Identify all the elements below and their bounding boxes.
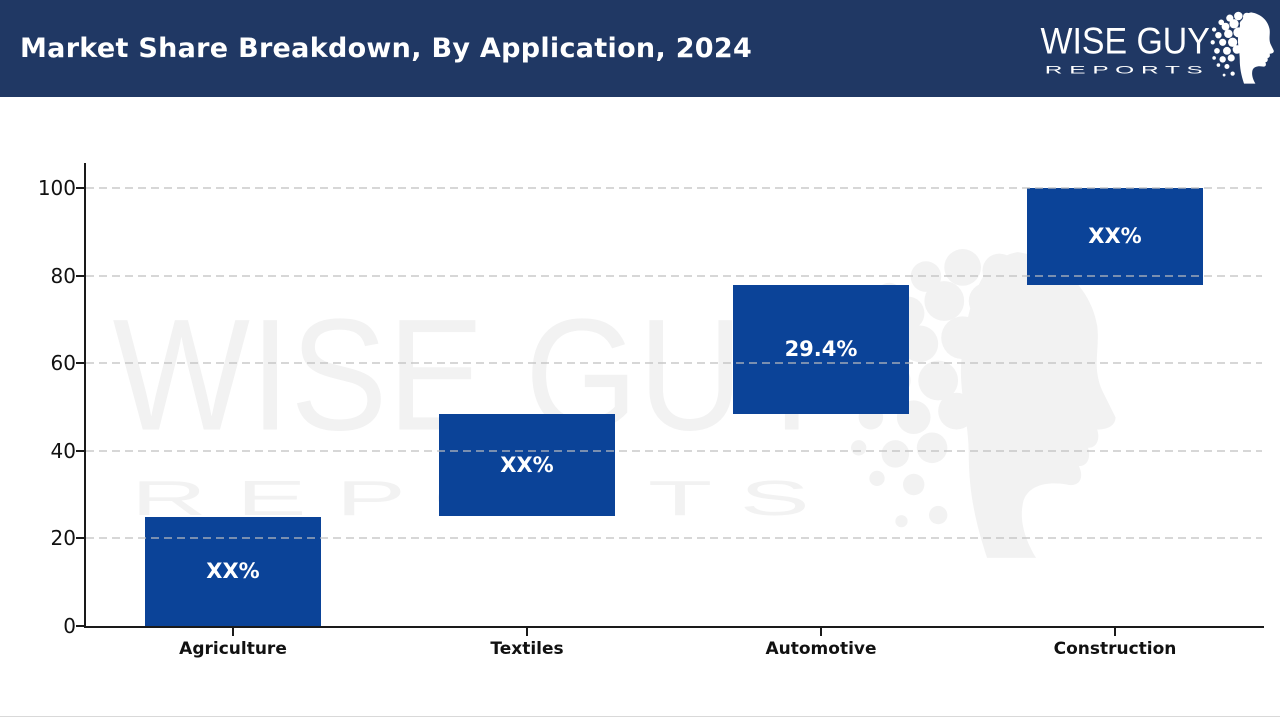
gridline-40: [86, 449, 1262, 452]
y-tick-label-60: 60: [50, 351, 76, 376]
x-tick-mark-agriculture: [232, 628, 234, 636]
category-label-construction: Construction: [1053, 639, 1177, 659]
x-axis-line: [84, 626, 1264, 628]
gridline-80: [86, 274, 1262, 277]
x-tick-mark-construction: [1114, 628, 1116, 636]
bottom-divider: [0, 716, 1280, 717]
y-tick-mark-40: [76, 449, 84, 452]
bar-value-label-construction: XX%: [1088, 224, 1142, 249]
y-tick-label-20: 20: [50, 526, 76, 551]
bar-construction: XX%: [1027, 188, 1203, 285]
x-tick-mark-automotive: [820, 628, 822, 636]
y-tick-mark-60: [76, 362, 84, 365]
bar-textiles: XX%: [439, 413, 615, 517]
bar-value-label-automotive: 29.4%: [784, 337, 858, 362]
chart-title: Market Share Breakdown, By Application, …: [20, 33, 753, 64]
y-tick-mark-80: [76, 274, 84, 277]
y-tick-mark-100: [76, 187, 84, 189]
y-tick-label-40: 40: [50, 438, 76, 463]
bar-agriculture: XX%: [145, 516, 321, 626]
y-tick-label-80: 80: [50, 263, 76, 288]
y-tick-mark-0: [76, 625, 84, 627]
gridline-20: [86, 537, 1262, 540]
y-tick-mark-20: [76, 537, 84, 540]
x-tick-mark-textiles: [526, 628, 528, 636]
bar-value-label-textiles: XX%: [500, 453, 554, 478]
bar-automotive: 29.4%: [733, 284, 909, 414]
gridline-60: [86, 362, 1262, 365]
category-label-textiles: Textiles: [490, 639, 564, 659]
category-label-automotive: Automotive: [765, 639, 877, 659]
header-bar: Market Share Breakdown, By Application, …: [0, 0, 1280, 97]
y-axis-line: [84, 163, 86, 628]
category-label-agriculture: Agriculture: [179, 639, 287, 659]
y-tick-label-0: 0: [63, 614, 76, 638]
gridline-100: [86, 187, 1262, 189]
bar-value-label-agriculture: XX%: [206, 559, 260, 584]
y-tick-label-100: 100: [37, 176, 76, 200]
